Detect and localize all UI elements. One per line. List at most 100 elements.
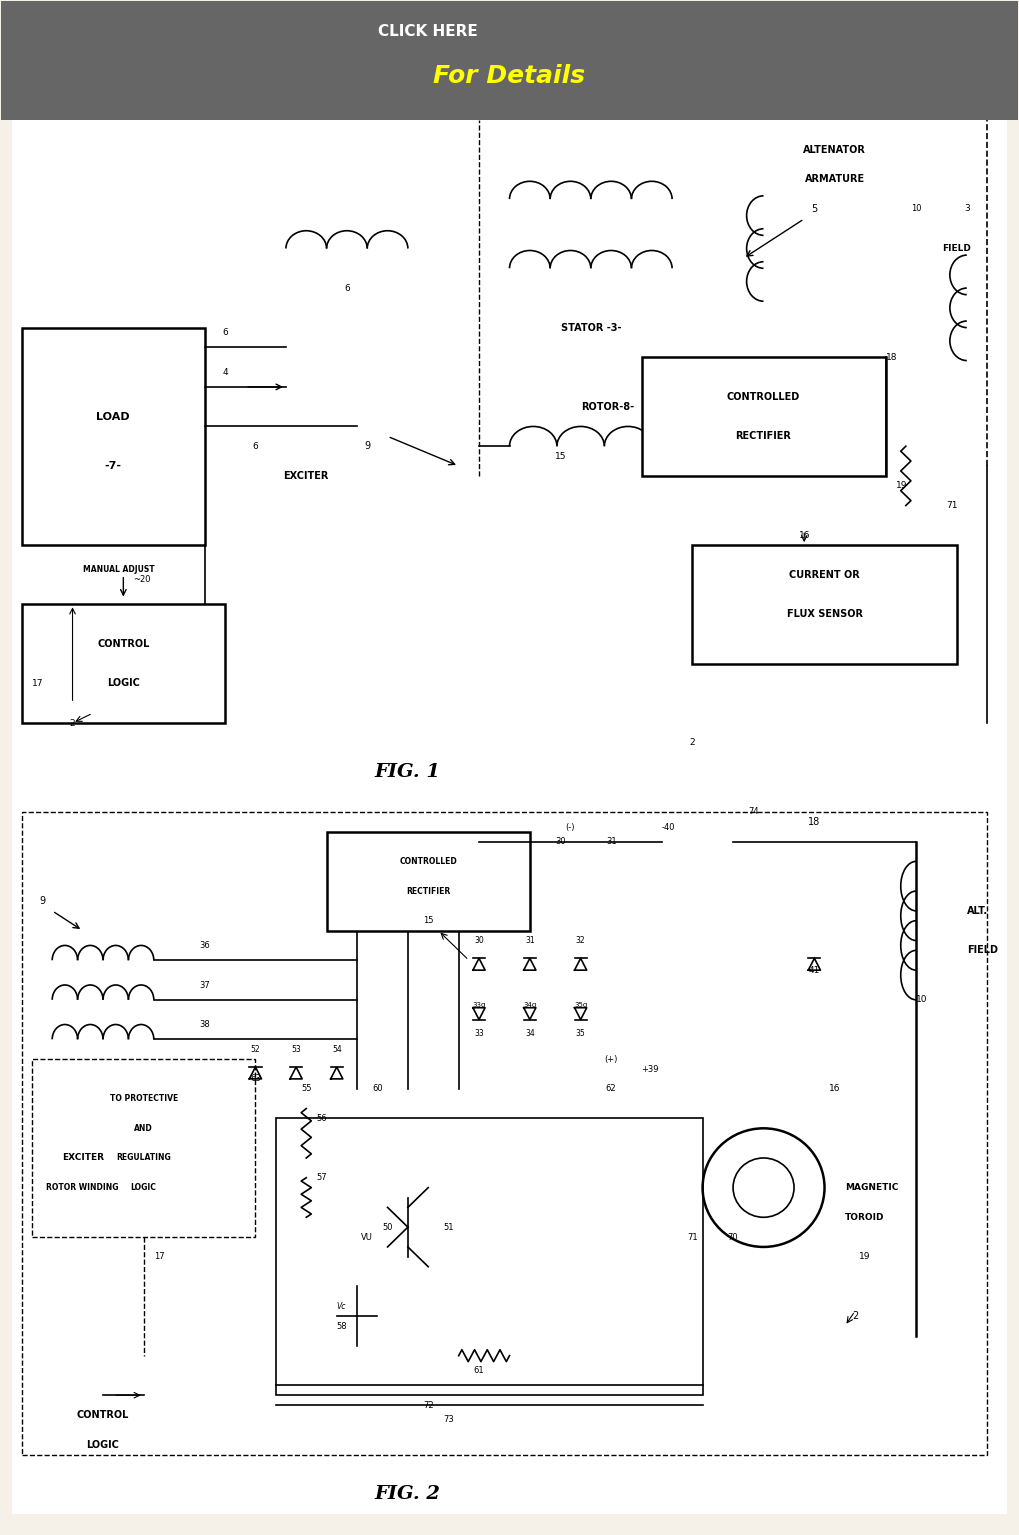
Text: 57: 57 <box>317 1173 327 1182</box>
Text: 58: 58 <box>336 1322 347 1331</box>
Polygon shape <box>473 1007 485 1019</box>
FancyBboxPatch shape <box>11 792 1008 1514</box>
Text: FLUX SENSOR: FLUX SENSOR <box>787 609 862 619</box>
Text: ALTENATOR: ALTENATOR <box>803 144 866 155</box>
Polygon shape <box>575 958 587 970</box>
Text: +39: +39 <box>642 1064 659 1073</box>
Text: FIELD: FIELD <box>967 946 998 955</box>
Text: (+): (+) <box>604 1055 618 1064</box>
Polygon shape <box>473 958 485 970</box>
Text: 34g: 34g <box>523 1002 536 1008</box>
Text: 3: 3 <box>964 204 970 213</box>
Text: CONTROLLED: CONTROLLED <box>727 391 800 402</box>
Text: FIG. 2: FIG. 2 <box>375 1484 441 1503</box>
Polygon shape <box>524 1007 536 1019</box>
Text: 32: 32 <box>576 936 586 946</box>
Text: 38: 38 <box>200 1021 210 1030</box>
Text: CURRENT OR: CURRENT OR <box>789 569 860 580</box>
Text: 2: 2 <box>852 1311 858 1322</box>
Text: 52: 52 <box>251 1045 260 1055</box>
FancyBboxPatch shape <box>11 120 1008 792</box>
Text: RECTIFIER: RECTIFIER <box>736 431 792 442</box>
Text: 19: 19 <box>896 482 907 490</box>
Polygon shape <box>575 1007 587 1019</box>
Text: ROTOR WINDING: ROTOR WINDING <box>47 1183 119 1193</box>
Polygon shape <box>524 958 536 970</box>
Text: 73: 73 <box>443 1415 453 1424</box>
Text: LOGIC: LOGIC <box>107 678 140 689</box>
FancyBboxPatch shape <box>642 358 886 476</box>
Text: 6: 6 <box>222 328 228 338</box>
FancyBboxPatch shape <box>693 545 957 663</box>
Text: CONTROLLED: CONTROLLED <box>399 857 458 866</box>
Text: 63: 63 <box>250 1074 261 1084</box>
Text: 41: 41 <box>809 966 820 975</box>
Text: 19: 19 <box>859 1253 871 1262</box>
Text: 35g: 35g <box>574 1002 587 1008</box>
Text: 70: 70 <box>728 1233 739 1242</box>
Polygon shape <box>808 958 820 970</box>
Text: 50: 50 <box>382 1223 392 1231</box>
Text: 51: 51 <box>443 1223 453 1231</box>
Text: 56: 56 <box>317 1114 327 1124</box>
Text: 16: 16 <box>828 1084 841 1093</box>
Text: 72: 72 <box>423 1400 433 1409</box>
FancyBboxPatch shape <box>326 832 530 930</box>
Text: RECTIFIER: RECTIFIER <box>407 887 450 895</box>
Text: ~20: ~20 <box>133 576 151 585</box>
Text: 10: 10 <box>916 995 927 1004</box>
Text: 60: 60 <box>372 1084 383 1093</box>
Text: FIG. 1: FIG. 1 <box>375 763 441 781</box>
Text: 2: 2 <box>690 738 695 748</box>
Text: 31: 31 <box>525 936 535 946</box>
Text: 2: 2 <box>69 718 75 728</box>
Text: 6: 6 <box>253 442 259 451</box>
Text: 35: 35 <box>576 1030 586 1039</box>
Text: 16: 16 <box>799 531 810 540</box>
Polygon shape <box>250 1067 262 1079</box>
Text: 15: 15 <box>554 451 567 460</box>
Text: EXCITER: EXCITER <box>62 1153 104 1162</box>
Text: -40: -40 <box>662 823 676 832</box>
FancyBboxPatch shape <box>21 327 205 545</box>
Text: LOAD: LOAD <box>97 411 130 422</box>
Text: CONTROL: CONTROL <box>76 1411 129 1420</box>
Text: 34: 34 <box>525 1030 535 1039</box>
FancyBboxPatch shape <box>1 2 1018 120</box>
Text: 17: 17 <box>154 1253 164 1262</box>
Text: 71: 71 <box>687 1233 698 1242</box>
Text: LOGIC: LOGIC <box>87 1440 119 1449</box>
Polygon shape <box>330 1067 342 1079</box>
Text: VU: VU <box>362 1233 373 1242</box>
Text: 33g: 33g <box>473 1002 486 1008</box>
Text: 53: 53 <box>291 1045 301 1055</box>
Text: TOROID: TOROID <box>845 1213 884 1222</box>
Text: AND: AND <box>135 1124 153 1133</box>
Text: 30: 30 <box>555 837 566 846</box>
Text: REGULATING: REGULATING <box>116 1153 171 1162</box>
Text: 9: 9 <box>364 441 370 451</box>
Text: 9: 9 <box>39 896 45 906</box>
FancyBboxPatch shape <box>32 1059 256 1237</box>
Text: 6: 6 <box>344 284 350 293</box>
Text: -7-: -7- <box>105 460 121 471</box>
Text: 37: 37 <box>200 981 210 990</box>
Text: 61: 61 <box>474 1366 484 1374</box>
Text: 74: 74 <box>748 807 759 817</box>
Text: For Details: For Details <box>433 63 586 87</box>
Text: 55: 55 <box>301 1084 312 1093</box>
Text: Vc: Vc <box>336 1302 346 1311</box>
Polygon shape <box>290 1067 303 1079</box>
Text: CONTROL: CONTROL <box>97 639 150 649</box>
Text: TO PROTECTIVE: TO PROTECTIVE <box>109 1094 177 1104</box>
Text: EXCITER: EXCITER <box>283 471 329 480</box>
Text: 4: 4 <box>222 368 228 378</box>
Text: MAGNETIC: MAGNETIC <box>845 1183 898 1193</box>
Text: LOGIC: LOGIC <box>130 1183 157 1193</box>
Text: 31: 31 <box>606 837 616 846</box>
Text: STATOR -3-: STATOR -3- <box>560 322 621 333</box>
Text: 15: 15 <box>423 916 433 926</box>
Text: ROTOR-8-: ROTOR-8- <box>581 402 634 411</box>
Text: 71: 71 <box>947 500 958 510</box>
Text: 54: 54 <box>332 1045 341 1055</box>
